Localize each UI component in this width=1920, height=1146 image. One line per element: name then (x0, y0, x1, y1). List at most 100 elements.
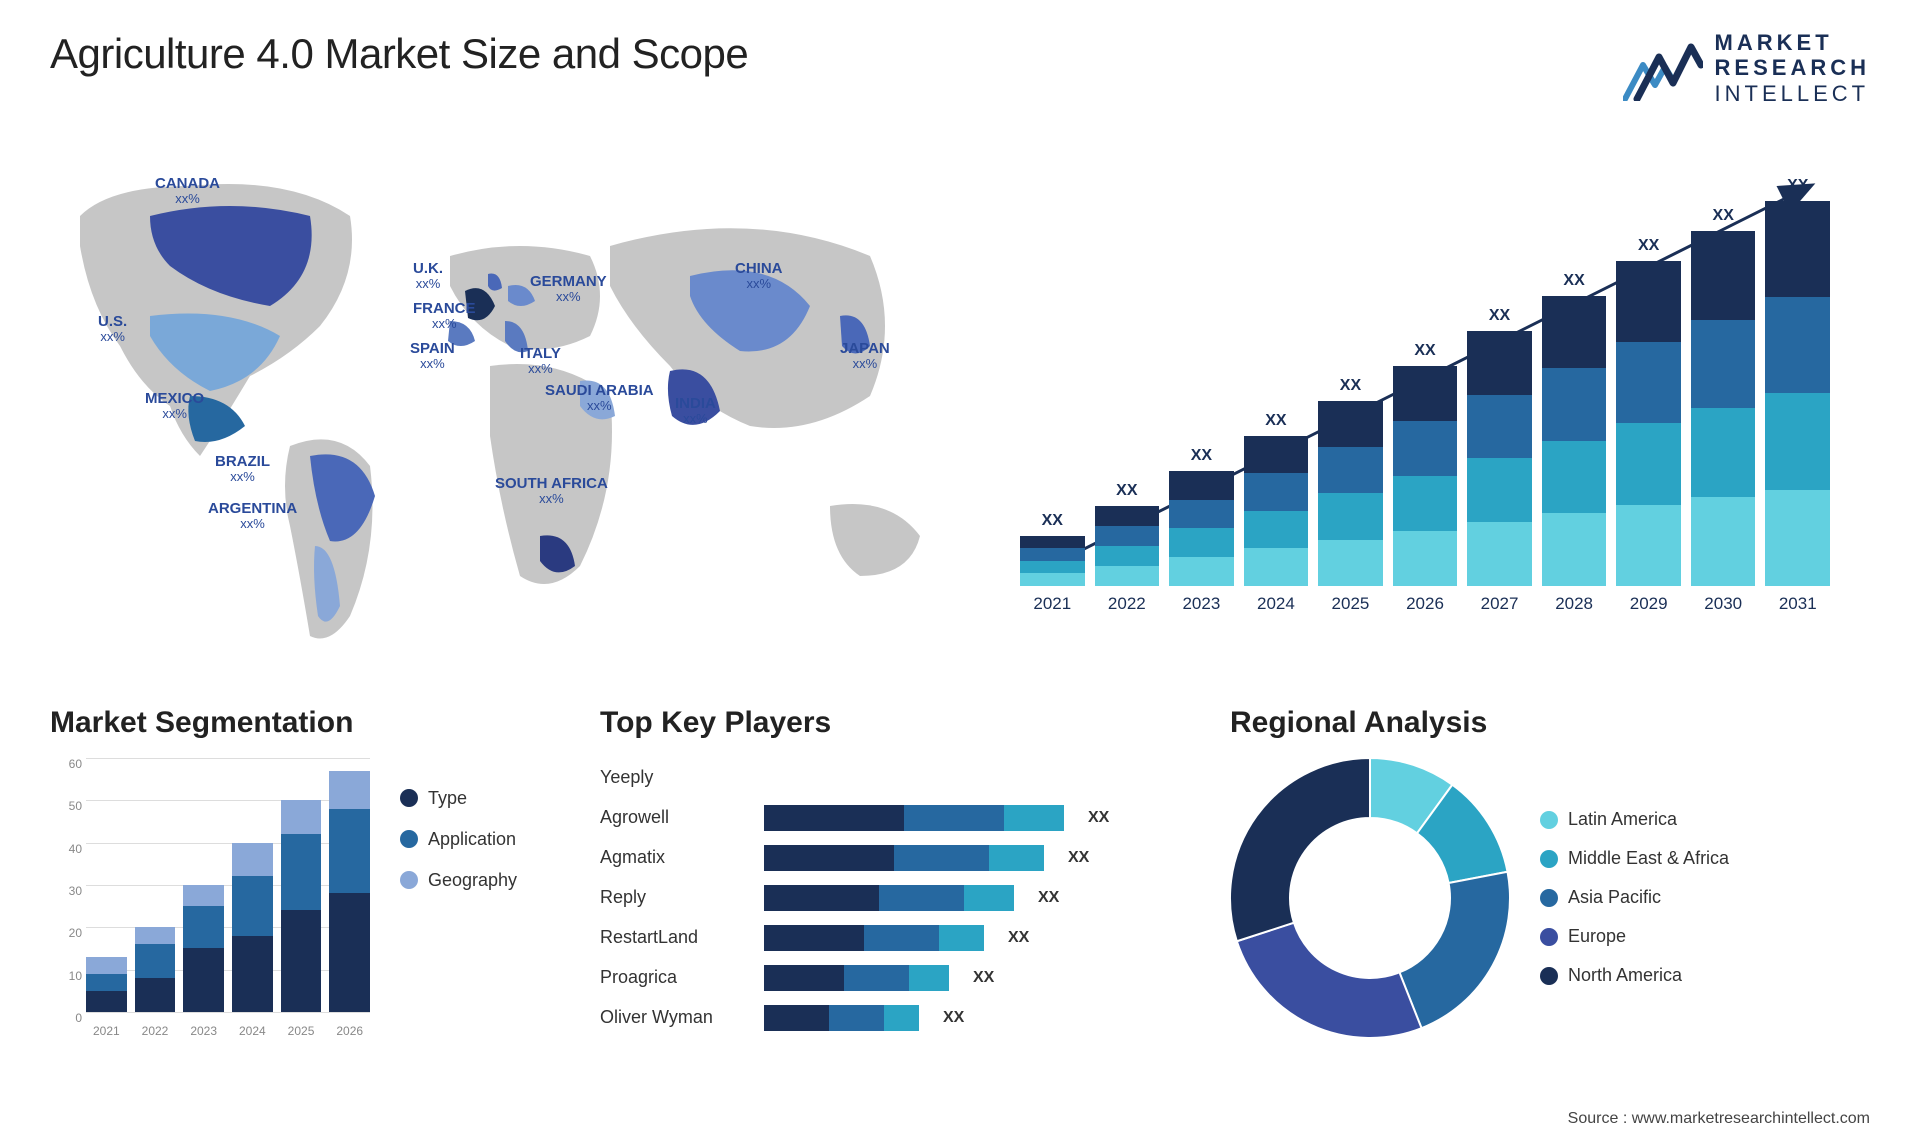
players-section: Top Key Players YeeplyAgrowellXXAgmatixX… (600, 706, 1200, 1038)
legend-item: Geography (400, 870, 517, 891)
bar-value-label: XX (1191, 447, 1212, 465)
bar-segment (1765, 490, 1830, 586)
bar-segment (1542, 368, 1607, 441)
player-bar-segment (964, 885, 1014, 911)
logo-mark-icon (1623, 35, 1703, 101)
player-bar-segment (904, 805, 1004, 831)
legend-label: Application (428, 829, 516, 850)
legend-item: Type (400, 788, 517, 809)
bar-x-label: 2027 (1467, 594, 1532, 614)
seg-bar-segment (135, 944, 176, 978)
bar-segment (1393, 366, 1458, 421)
player-bar (764, 885, 1014, 911)
seg-bar-segment (329, 771, 370, 809)
map-country-label: U.K.xx% (413, 261, 443, 292)
bar-segment (1467, 458, 1532, 522)
seg-x-label: 2024 (232, 1024, 273, 1038)
bar-segment (1616, 261, 1681, 342)
y-tick-label: 30 (69, 884, 82, 898)
bar-x-label: 2021 (1020, 594, 1085, 614)
player-value-label: XX (1008, 929, 1029, 947)
growth-bar-col: XX (1616, 146, 1681, 586)
player-bar (764, 805, 1064, 831)
legend-item: Application (400, 829, 517, 850)
player-value-label: XX (973, 969, 994, 987)
legend-label: Asia Pacific (1568, 887, 1661, 908)
map-country-label: JAPANxx% (840, 341, 890, 372)
player-name: Yeeply (600, 767, 750, 788)
seg-bar-segment (183, 948, 224, 1012)
legend-item: Middle East & Africa (1540, 848, 1729, 869)
seg-bar-segment (329, 893, 370, 1012)
legend-label: Type (428, 788, 467, 809)
bar-segment (1244, 473, 1309, 511)
seg-bar-segment (86, 974, 127, 991)
seg-x-label: 2022 (135, 1024, 176, 1038)
donut-segment (1399, 872, 1510, 1028)
bar-x-label: 2030 (1691, 594, 1756, 614)
player-value-label: XX (943, 1009, 964, 1027)
bar-segment (1244, 436, 1309, 474)
seg-bar-col (183, 885, 224, 1012)
seg-bar-col (232, 843, 273, 1012)
legend-swatch (1540, 928, 1558, 946)
growth-bar-col: XX (1169, 146, 1234, 586)
map-country-label: CHINAxx% (735, 261, 783, 292)
map-country-label: GERMANYxx% (530, 274, 607, 305)
bar-segment (1765, 297, 1830, 393)
growth-bar-col: XX (1691, 146, 1756, 586)
growth-bar-chart: XXXXXXXXXXXXXXXXXXXXXX 20212022202320242… (1010, 146, 1840, 666)
brand-logo: MARKET RESEARCH INTELLECT (1623, 30, 1870, 106)
world-map: CANADAxx%U.S.xx%MEXICOxx%BRAZILxx%ARGENT… (50, 146, 970, 666)
player-bar-segment (764, 845, 894, 871)
growth-bar-col: XX (1020, 146, 1085, 586)
player-value-label: XX (1088, 809, 1109, 827)
map-country-label: SPAINxx% (410, 341, 455, 372)
seg-x-label: 2026 (329, 1024, 370, 1038)
bar-segment (1169, 471, 1234, 500)
bar-segment (1467, 395, 1532, 459)
player-name: Proagrica (600, 967, 750, 988)
legend-swatch (1540, 967, 1558, 985)
legend-swatch (400, 830, 418, 848)
y-tick-label: 0 (75, 1011, 82, 1025)
players-title: Top Key Players (600, 706, 1200, 740)
seg-x-label: 2025 (281, 1024, 322, 1038)
growth-bar-col: XX (1765, 146, 1830, 586)
legend-item: North America (1540, 965, 1729, 986)
player-bar (764, 845, 1044, 871)
bar-value-label: XX (1787, 177, 1808, 195)
gridline (86, 1012, 370, 1013)
bar-value-label: XX (1713, 207, 1734, 225)
map-country-label: CANADAxx% (155, 176, 220, 207)
seg-bar-segment (86, 991, 127, 1012)
bar-x-label: 2024 (1244, 594, 1309, 614)
bar-segment (1169, 528, 1234, 557)
legend-item: Asia Pacific (1540, 887, 1729, 908)
y-tick-label: 60 (69, 757, 82, 771)
bar-segment (1616, 505, 1681, 586)
seg-bar-col (281, 800, 322, 1012)
bar-segment (1169, 557, 1234, 586)
growth-bar-col: XX (1244, 146, 1309, 586)
map-country-label: INDIAxx% (675, 396, 716, 427)
seg-bar-segment (86, 957, 127, 974)
seg-bar-segment (281, 834, 322, 910)
map-country-label: ARGENTINAxx% (208, 501, 297, 532)
bar-segment (1691, 408, 1756, 497)
player-row: Yeeply (600, 758, 1200, 798)
regional-donut-chart (1230, 758, 1510, 1038)
bar-segment (1020, 561, 1085, 574)
legend-swatch (1540, 811, 1558, 829)
y-tick-label: 40 (69, 842, 82, 856)
player-bar-segment (864, 925, 939, 951)
player-row: AgmatixXX (600, 838, 1200, 878)
donut-segment (1230, 758, 1370, 941)
growth-bar-col: XX (1542, 146, 1607, 586)
bar-segment (1616, 423, 1681, 504)
bar-segment (1020, 536, 1085, 549)
player-bar-segment (844, 965, 909, 991)
logo-text: MARKET RESEARCH INTELLECT (1715, 30, 1870, 106)
player-value-label: XX (1068, 849, 1089, 867)
segmentation-section: Market Segmentation 0102030405060 202120… (50, 706, 570, 1038)
